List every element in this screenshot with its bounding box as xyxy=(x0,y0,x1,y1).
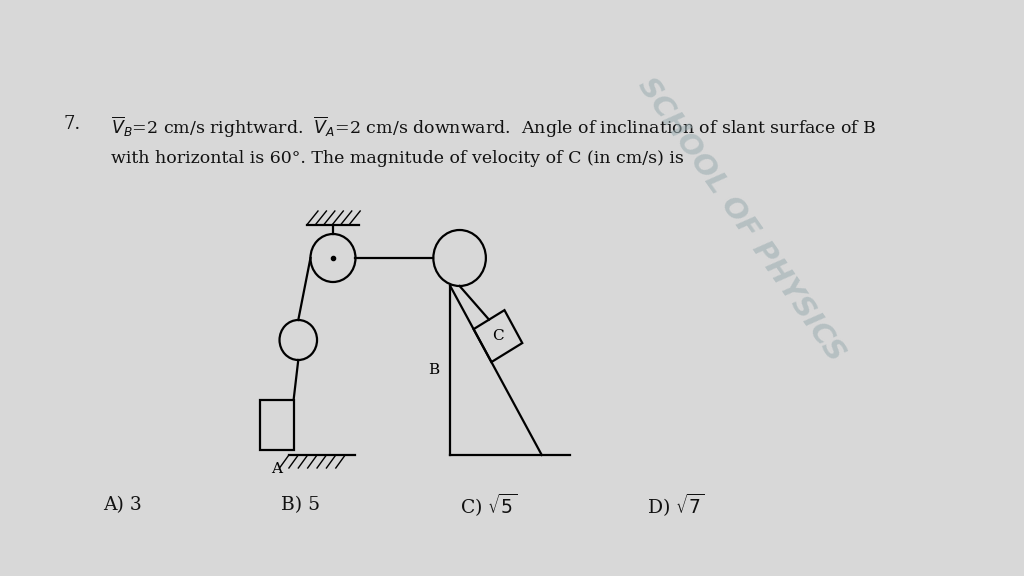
Text: with horizontal is 60°. The magnitude of velocity of C (in cm/s) is: with horizontal is 60°. The magnitude of… xyxy=(111,150,684,167)
Text: SCHOOL OF PHYSICS: SCHOOL OF PHYSICS xyxy=(632,73,850,367)
Text: $\overline{V}_B$=2 cm/s rightward.  $\overline{V}_A$=2 cm/s downward.  Angle of : $\overline{V}_B$=2 cm/s rightward. $\ove… xyxy=(111,115,877,141)
Text: A) 3: A) 3 xyxy=(103,496,142,514)
Text: A: A xyxy=(271,462,283,476)
Text: C: C xyxy=(493,329,504,343)
Text: B: B xyxy=(428,363,439,377)
Text: B) 5: B) 5 xyxy=(282,496,321,514)
Text: D) $\sqrt{7}$: D) $\sqrt{7}$ xyxy=(647,491,706,518)
Bar xyxy=(260,400,294,450)
Text: 7.: 7. xyxy=(63,115,81,133)
Text: C) $\sqrt{5}$: C) $\sqrt{5}$ xyxy=(460,491,517,518)
